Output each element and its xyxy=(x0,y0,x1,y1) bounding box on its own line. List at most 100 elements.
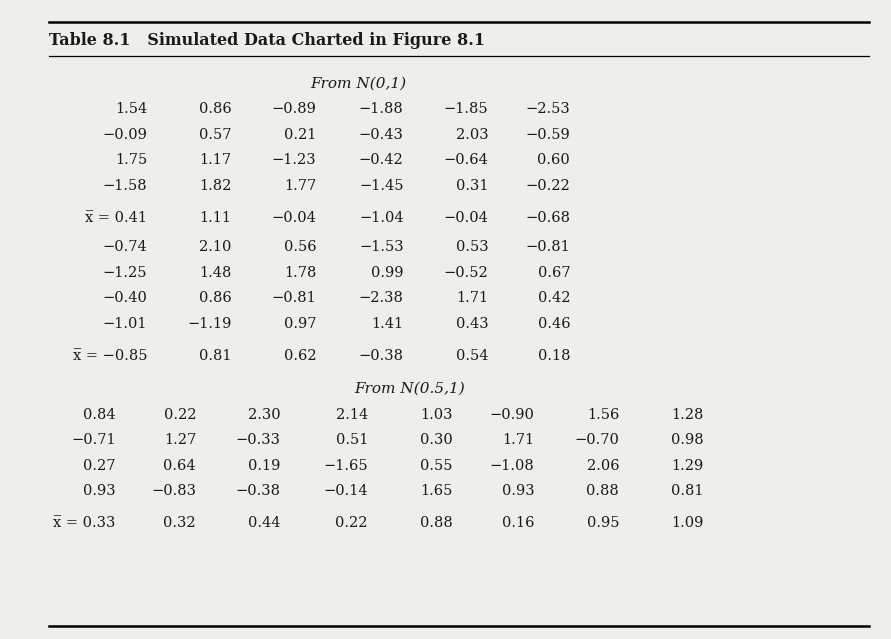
Text: −0.43: −0.43 xyxy=(359,128,404,142)
Text: 1.28: 1.28 xyxy=(672,408,704,422)
Text: 1.71: 1.71 xyxy=(503,433,535,447)
Text: 0.21: 0.21 xyxy=(284,128,316,142)
Text: 1.65: 1.65 xyxy=(421,484,453,498)
Text: 0.62: 0.62 xyxy=(283,349,316,363)
Text: 0.46: 0.46 xyxy=(537,317,570,331)
Text: 2.10: 2.10 xyxy=(200,240,232,254)
Text: 0.22: 0.22 xyxy=(336,516,368,530)
Text: x̅ = −0.85: x̅ = −0.85 xyxy=(72,349,147,363)
Text: 0.56: 0.56 xyxy=(283,240,316,254)
Text: 0.18: 0.18 xyxy=(538,349,570,363)
Text: −0.71: −0.71 xyxy=(71,433,116,447)
Text: −1.04: −1.04 xyxy=(359,211,404,225)
Text: 0.81: 0.81 xyxy=(672,484,704,498)
Text: −0.70: −0.70 xyxy=(575,433,619,447)
Text: −0.89: −0.89 xyxy=(272,102,316,116)
Text: −0.74: −0.74 xyxy=(102,240,147,254)
Text: −0.90: −0.90 xyxy=(490,408,535,422)
Text: 0.55: 0.55 xyxy=(421,459,453,473)
Text: −1.25: −1.25 xyxy=(102,266,147,280)
Text: 0.86: 0.86 xyxy=(199,291,232,305)
Text: −1.65: −1.65 xyxy=(323,459,368,473)
Text: −1.19: −1.19 xyxy=(187,317,232,331)
Text: 1.41: 1.41 xyxy=(372,317,404,331)
Text: 0.81: 0.81 xyxy=(200,349,232,363)
Text: 0.95: 0.95 xyxy=(587,516,619,530)
Text: −0.04: −0.04 xyxy=(444,211,488,225)
Text: 2.30: 2.30 xyxy=(248,408,281,422)
Text: −0.59: −0.59 xyxy=(526,128,570,142)
Text: 0.22: 0.22 xyxy=(164,408,196,422)
Text: 0.93: 0.93 xyxy=(83,484,116,498)
Text: 0.98: 0.98 xyxy=(671,433,704,447)
Text: −0.22: −0.22 xyxy=(526,179,570,193)
Text: −0.42: −0.42 xyxy=(359,153,404,167)
Text: −0.52: −0.52 xyxy=(444,266,488,280)
Text: 1.29: 1.29 xyxy=(672,459,704,473)
Text: 0.84: 0.84 xyxy=(83,408,116,422)
Text: 0.88: 0.88 xyxy=(586,484,619,498)
Text: 0.19: 0.19 xyxy=(249,459,281,473)
Text: 0.99: 0.99 xyxy=(372,266,404,280)
Text: 0.67: 0.67 xyxy=(537,266,570,280)
Text: −0.09: −0.09 xyxy=(102,128,147,142)
Text: 1.77: 1.77 xyxy=(284,179,316,193)
Text: −1.58: −1.58 xyxy=(102,179,147,193)
Text: −0.04: −0.04 xyxy=(272,211,316,225)
Text: −0.83: −0.83 xyxy=(151,484,196,498)
Text: 0.86: 0.86 xyxy=(199,102,232,116)
Text: −1.45: −1.45 xyxy=(359,179,404,193)
Text: −0.38: −0.38 xyxy=(235,484,281,498)
Text: 2.14: 2.14 xyxy=(336,408,368,422)
Text: −1.23: −1.23 xyxy=(272,153,316,167)
Text: 0.93: 0.93 xyxy=(502,484,535,498)
Text: 1.54: 1.54 xyxy=(115,102,147,116)
Text: 1.11: 1.11 xyxy=(200,211,232,225)
Text: Table 8.1   Simulated Data Charted in Figure 8.1: Table 8.1 Simulated Data Charted in Figu… xyxy=(49,32,485,49)
Text: 1.71: 1.71 xyxy=(456,291,488,305)
Text: 0.16: 0.16 xyxy=(503,516,535,530)
Text: x̅ = 0.41: x̅ = 0.41 xyxy=(85,211,147,225)
Text: 1.17: 1.17 xyxy=(200,153,232,167)
Text: −0.68: −0.68 xyxy=(525,211,570,225)
Text: 0.64: 0.64 xyxy=(163,459,196,473)
Text: 0.31: 0.31 xyxy=(456,179,488,193)
Text: 1.27: 1.27 xyxy=(164,433,196,447)
Text: 1.03: 1.03 xyxy=(421,408,453,422)
Text: −1.88: −1.88 xyxy=(359,102,404,116)
Text: 1.56: 1.56 xyxy=(587,408,619,422)
Text: −1.85: −1.85 xyxy=(444,102,488,116)
Text: 1.78: 1.78 xyxy=(284,266,316,280)
Text: 2.06: 2.06 xyxy=(586,459,619,473)
Text: 0.57: 0.57 xyxy=(200,128,232,142)
Text: −0.64: −0.64 xyxy=(444,153,488,167)
Text: 0.44: 0.44 xyxy=(249,516,281,530)
Text: 2.03: 2.03 xyxy=(455,128,488,142)
Text: 0.32: 0.32 xyxy=(163,516,196,530)
Text: From N(0,1): From N(0,1) xyxy=(311,77,406,91)
Text: 0.53: 0.53 xyxy=(455,240,488,254)
Text: 0.97: 0.97 xyxy=(284,317,316,331)
Text: x̅ = 0.33: x̅ = 0.33 xyxy=(53,516,116,530)
Text: 0.43: 0.43 xyxy=(455,317,488,331)
Text: 0.42: 0.42 xyxy=(538,291,570,305)
Text: −0.14: −0.14 xyxy=(323,484,368,498)
Text: 0.51: 0.51 xyxy=(336,433,368,447)
Text: 0.88: 0.88 xyxy=(420,516,453,530)
Text: From N(0.5,1): From N(0.5,1) xyxy=(355,382,465,396)
Text: 1.48: 1.48 xyxy=(200,266,232,280)
Text: 1.75: 1.75 xyxy=(115,153,147,167)
Text: 0.54: 0.54 xyxy=(456,349,488,363)
Text: 0.30: 0.30 xyxy=(420,433,453,447)
Text: 1.09: 1.09 xyxy=(672,516,704,530)
Text: −1.01: −1.01 xyxy=(102,317,147,331)
Text: −0.38: −0.38 xyxy=(358,349,404,363)
Text: −1.53: −1.53 xyxy=(359,240,404,254)
Text: −0.81: −0.81 xyxy=(272,291,316,305)
Text: 0.27: 0.27 xyxy=(84,459,116,473)
Text: −2.38: −2.38 xyxy=(359,291,404,305)
Text: −0.81: −0.81 xyxy=(526,240,570,254)
Text: 1.82: 1.82 xyxy=(200,179,232,193)
Text: −1.08: −1.08 xyxy=(490,459,535,473)
Text: −0.33: −0.33 xyxy=(235,433,281,447)
